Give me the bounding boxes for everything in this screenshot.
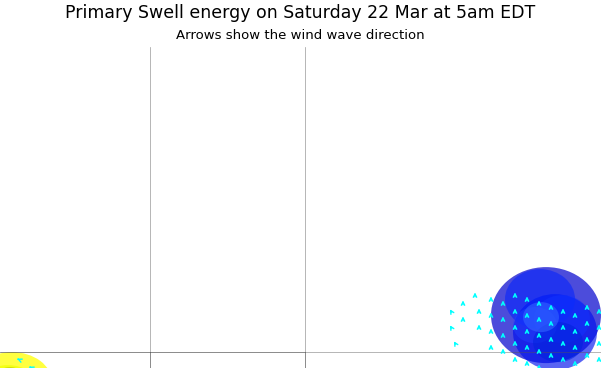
Ellipse shape (0, 367, 24, 368)
Ellipse shape (0, 365, 38, 368)
Ellipse shape (491, 267, 601, 363)
Ellipse shape (534, 295, 590, 343)
Ellipse shape (0, 352, 52, 368)
Ellipse shape (533, 322, 583, 362)
Ellipse shape (505, 269, 575, 329)
Ellipse shape (513, 294, 597, 368)
Ellipse shape (523, 302, 559, 332)
Ellipse shape (513, 307, 557, 343)
Text: Primary Swell energy on Saturday 22 Mar at 5am EDT: Primary Swell energy on Saturday 22 Mar … (66, 4, 535, 22)
Text: Arrows show the wind wave direction: Arrows show the wind wave direction (176, 29, 425, 42)
